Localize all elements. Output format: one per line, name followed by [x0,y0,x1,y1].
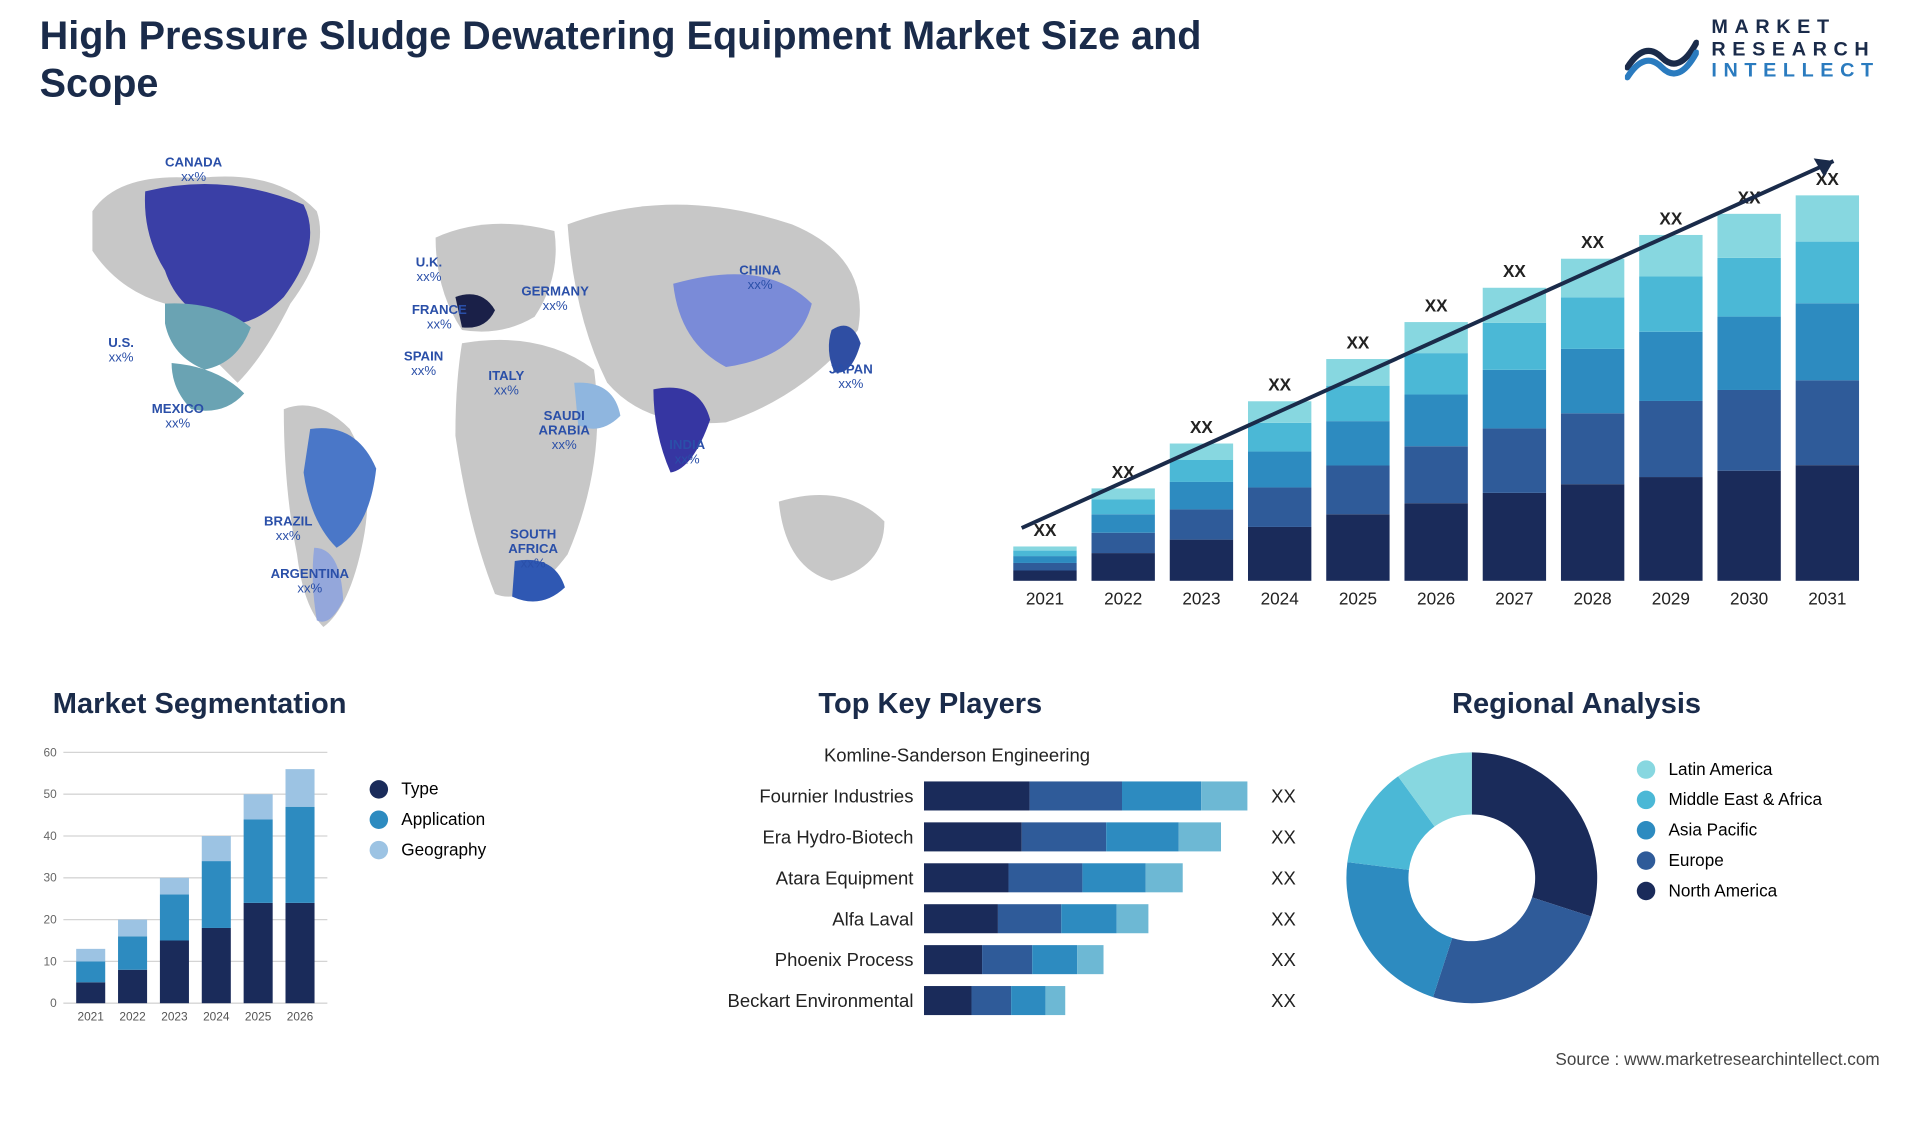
legend-item: Application [370,809,487,829]
regional-legend: Latin America Middle East & Africa Asia Pa… [1637,759,1822,911]
map-label: GERMANYxx% [521,285,588,314]
map-label: SOUTHAFRICAxx% [508,528,558,572]
map-label: CHINAxx% [739,264,781,293]
svg-text:2027: 2027 [1495,589,1533,609]
map-label: SPAINxx% [404,350,443,379]
map-label: JAPANxx% [829,363,873,392]
map-label: FRANCExx% [412,304,467,333]
map-label: U.K.xx% [416,256,442,285]
players-header: Komline-Sanderson Engineering [607,734,1307,775]
svg-text:30: 30 [44,871,58,885]
map-label: CANADAxx% [165,156,222,185]
player-row: Atara EquipmentXX [607,857,1307,898]
legend-item: Geography [370,840,487,860]
svg-text:2031: 2031 [1808,589,1846,609]
world-map: CANADAxx% U.S.xx% MEXICOxx% BRAZILxx% ARGENT… [40,132,924,660]
svg-text:2021: 2021 [77,1009,104,1023]
players-chart: Komline-Sanderson EngineeringFournier In… [607,734,1307,1044]
source-text: Source : www.marketresearchintellect.com [1555,1049,1879,1069]
svg-text:2023: 2023 [161,1009,188,1023]
svg-text:2025: 2025 [1339,589,1377,609]
svg-text:XX: XX [1346,332,1369,352]
svg-text:20: 20 [44,913,58,927]
svg-text:XX: XX [1503,261,1526,281]
player-row: Era Hydro-BiotechXX [607,816,1307,857]
map-label: ITALYxx% [488,370,524,399]
svg-text:60: 60 [44,745,58,759]
players-title: Top Key Players [818,686,1042,720]
player-row: Beckart EnvironmentalXX [607,979,1307,1020]
player-row: Fournier IndustriesXX [607,775,1307,816]
player-row: Alfa LavalXX [607,898,1307,939]
brand-logo: MARKET RESEARCH INTELLECT [1624,13,1879,87]
svg-text:2026: 2026 [287,1009,314,1023]
map-label: SAUDIARABIAxx% [539,409,590,453]
map-label: U.S.xx% [108,337,134,366]
svg-text:2030: 2030 [1730,589,1768,609]
svg-text:2024: 2024 [203,1009,230,1023]
svg-text:XX: XX [1659,208,1682,228]
page-title: High Pressure Sludge Dewatering Equipmen… [40,13,1228,108]
regional-title: Regional Analysis [1452,686,1701,720]
map-label: INDIAxx% [669,438,705,467]
legend-item: Asia Pacific [1637,820,1822,840]
svg-text:2026: 2026 [1417,589,1455,609]
svg-text:2024: 2024 [1261,589,1300,609]
map-label: MEXICOxx% [152,403,204,432]
svg-text:2022: 2022 [1104,589,1142,609]
segmentation-chart: 0 10 20 30 40 50 60 2021 2022 2023 2024 2025 2026 [26,739,343,1029]
legend-item: Latin America [1637,759,1822,779]
map-label: BRAZILxx% [264,515,312,544]
svg-text:0: 0 [50,996,57,1010]
svg-text:2025: 2025 [245,1009,272,1023]
svg-text:XX: XX [1190,417,1213,437]
svg-text:40: 40 [44,829,58,843]
forecast-chart: XX 2021 XX 2022 XX 2023 XX 2024 XX 2025 XX 2026 XX 20… [995,132,1866,620]
segmentation-title: Market Segmentation [53,686,347,720]
legend-item: Middle East & Africa [1637,789,1822,809]
svg-text:XX: XX [1268,375,1291,395]
svg-text:2029: 2029 [1652,589,1690,609]
svg-text:XX: XX [1425,296,1448,316]
svg-text:XX: XX [1581,232,1604,252]
segmentation-legend: Type Application Geography [370,779,487,870]
logo-text: MARKET RESEARCH INTELLECT [1711,17,1879,82]
svg-text:2028: 2028 [1574,589,1612,609]
svg-text:50: 50 [44,787,58,801]
legend-item: Type [370,779,487,799]
logo-icon [1624,13,1698,87]
svg-text:2022: 2022 [119,1009,145,1023]
svg-text:10: 10 [44,954,58,968]
regional-donut [1333,739,1610,1016]
svg-text:XX: XX [1816,169,1839,189]
player-row: Phoenix ProcessXX [607,939,1307,980]
legend-item: Europe [1637,850,1822,870]
map-label: ARGENTINAxx% [271,568,349,597]
svg-text:2021: 2021 [1026,589,1064,609]
svg-text:2023: 2023 [1182,589,1220,609]
legend-item: North America [1637,880,1822,900]
